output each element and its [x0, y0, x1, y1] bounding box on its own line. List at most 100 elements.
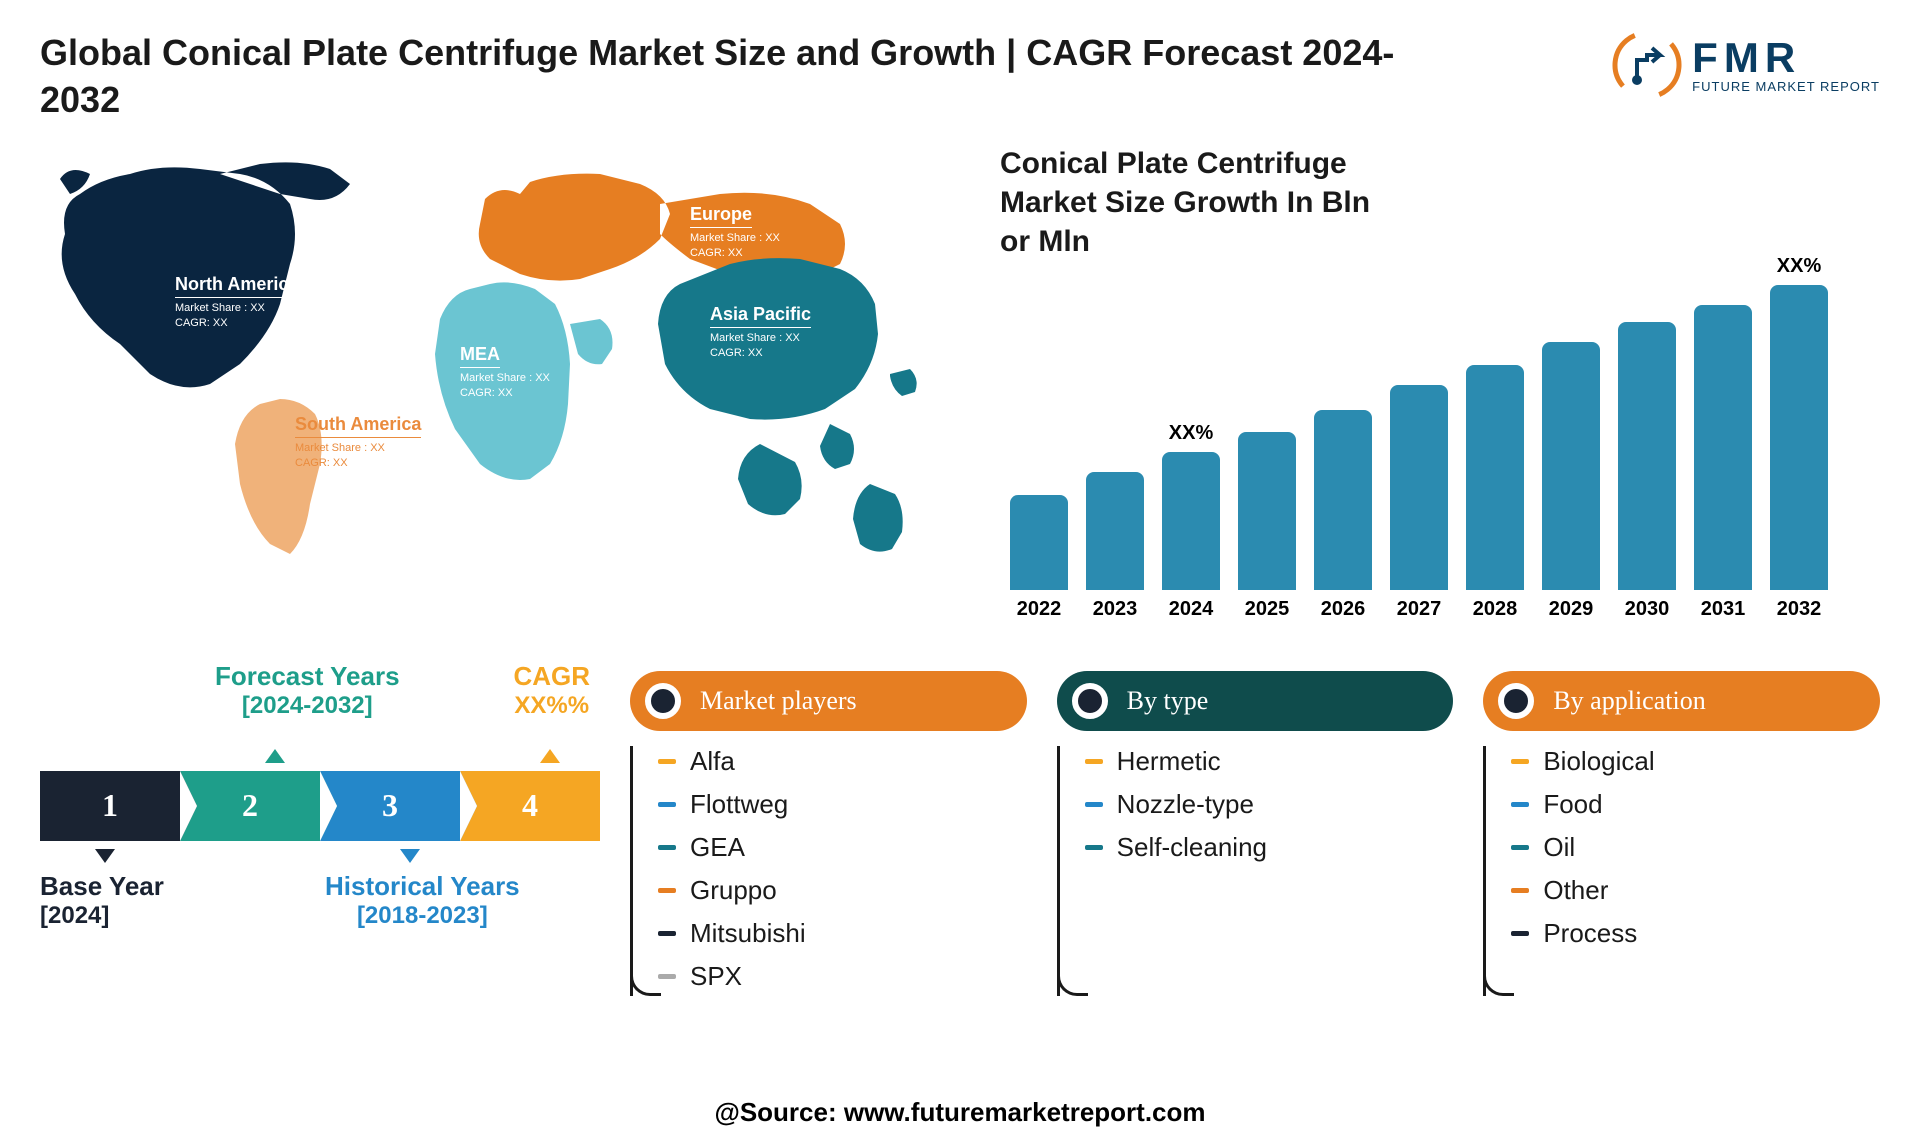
page-title: Global Conical Plate Centrifuge Market S… [40, 30, 1440, 124]
bar-year-label: 2027 [1397, 598, 1442, 621]
timeline-base-year-label: Base Year [2024] [40, 871, 164, 931]
category-column: By application Biological Food Oil Other Proc… [1483, 671, 1880, 996]
category-item-text: Hermetic [1117, 746, 1221, 777]
bar-year-label: 2030 [1625, 598, 1670, 621]
tick-icon [1085, 845, 1103, 850]
logo: FMR FUTURE MARKET REPORT [1612, 30, 1880, 100]
category-list: Hermetic Nozzle-type Self-cleaning [1057, 746, 1454, 996]
timeline-cell: 3 [320, 771, 460, 841]
category-item-text: Gruppo [690, 875, 777, 906]
bar-year-label: 2022 [1017, 598, 1062, 621]
tick-icon [1085, 802, 1103, 807]
bar-year-label: 2023 [1093, 598, 1138, 621]
category-item-text: GEA [690, 832, 745, 863]
logo-text: FMR FUTURE MARKET REPORT [1692, 37, 1880, 94]
bar-rect [1314, 410, 1372, 590]
category-item-text: Alfa [690, 746, 735, 777]
category-header-text: By application [1553, 686, 1705, 716]
category-item: GEA [658, 832, 1027, 863]
tick-icon [658, 888, 676, 893]
category-item: Oil [1511, 832, 1880, 863]
bar-annotation: XX% [1777, 255, 1821, 278]
category-item-text: Biological [1543, 746, 1654, 777]
arrow-up-icon [265, 749, 285, 763]
region-europe: Europe Market Share : XX CAGR: XX [690, 204, 780, 262]
world-map: North America Market Share : XX CAGR: XX… [40, 144, 960, 564]
bar-chart-area: Conical Plate Centrifuge Market Size Gro… [1000, 144, 1880, 621]
timeline-cell: 1 [40, 771, 180, 841]
timeline-cell: 4 [460, 771, 600, 841]
bar: 2022 [1010, 495, 1068, 621]
arrow-up-icon [540, 749, 560, 763]
category-header: By application [1483, 671, 1880, 731]
category-item-text: Flottweg [690, 789, 788, 820]
bar-rect [1694, 305, 1752, 590]
tick-icon [658, 845, 676, 850]
bar: 2026 [1314, 410, 1372, 621]
timeline-historical-label: Historical Years [2018-2023] [325, 871, 520, 931]
tick-icon [1511, 802, 1529, 807]
category-column: Market players Alfa Flottweg GEA Gruppo Mitsu… [630, 671, 1027, 996]
arrow-down-icon [95, 849, 115, 863]
category-item: Nozzle-type [1085, 789, 1454, 820]
bar: 2031 [1694, 305, 1752, 621]
category-item-text: Mitsubishi [690, 918, 806, 949]
region-mea: MEA Market Share : XX CAGR: XX [460, 344, 550, 402]
bar: 2028 [1466, 365, 1524, 621]
category-item: Food [1511, 789, 1880, 820]
category-item: SPX [658, 961, 1027, 992]
category-item-text: Process [1543, 918, 1637, 949]
category-item-text: SPX [690, 961, 742, 992]
bar: 2025 [1238, 432, 1296, 621]
bar-year-label: 2032 [1777, 598, 1822, 621]
bar-rect [1086, 472, 1144, 590]
logo-sub-text: FUTURE MARKET REPORT [1692, 79, 1880, 94]
tick-icon [1511, 759, 1529, 764]
region-south-america: South America Market Share : XX CAGR: XX [295, 414, 421, 472]
category-list: Biological Food Oil Other Process [1483, 746, 1880, 996]
category-item: Alfa [658, 746, 1027, 777]
tick-icon [658, 974, 676, 979]
tick-icon [658, 931, 676, 936]
category-item: Self-cleaning [1085, 832, 1454, 863]
category-header: By type [1057, 671, 1454, 731]
timeline: Forecast Years [2024-2032] CAGR XX%% 123… [40, 671, 600, 991]
bar-year-label: 2024 [1169, 598, 1214, 621]
bar-rect [1010, 495, 1068, 590]
bar: XX%2032 [1770, 285, 1828, 621]
tick-icon [658, 759, 676, 764]
region-north-america: North America Market Share : XX CAGR: XX [175, 274, 298, 332]
category-dot-icon [1072, 683, 1108, 719]
category-list: Alfa Flottweg GEA Gruppo Mitsubishi SPX [630, 746, 1027, 996]
bar: 2027 [1390, 385, 1448, 621]
category-item: Mitsubishi [658, 918, 1027, 949]
tick-icon [1511, 931, 1529, 936]
timeline-forecast-label: Forecast Years [2024-2032] [215, 661, 400, 721]
category-item-text: Food [1543, 789, 1602, 820]
category-item: Gruppo [658, 875, 1027, 906]
arrow-down-icon [400, 849, 420, 863]
logo-icon [1612, 30, 1682, 100]
timeline-cagr-label: CAGR XX%% [513, 661, 590, 721]
categories: Market players Alfa Flottweg GEA Gruppo Mitsu… [630, 671, 1880, 996]
category-dot-icon [1498, 683, 1534, 719]
category-header-text: Market players [700, 686, 857, 716]
top-section: North America Market Share : XX CAGR: XX… [40, 144, 1880, 621]
category-item: Process [1511, 918, 1880, 949]
bar: 2030 [1618, 322, 1676, 621]
source-text: @Source: www.futuremarketreport.com [714, 1097, 1205, 1128]
bar-rect [1238, 432, 1296, 590]
timeline-cell: 2 [180, 771, 320, 841]
category-item: Biological [1511, 746, 1880, 777]
category-item: Hermetic [1085, 746, 1454, 777]
bar-rect [1162, 452, 1220, 590]
bar-rect [1390, 385, 1448, 590]
bar-year-label: 2029 [1549, 598, 1594, 621]
bar: 2023 [1086, 472, 1144, 621]
timeline-bar: 1234 [40, 771, 600, 841]
bar-year-label: 2031 [1701, 598, 1746, 621]
category-item-text: Other [1543, 875, 1608, 906]
category-header-text: By type [1127, 686, 1209, 716]
tick-icon [1511, 888, 1529, 893]
bottom-section: Forecast Years [2024-2032] CAGR XX%% 123… [40, 671, 1880, 996]
